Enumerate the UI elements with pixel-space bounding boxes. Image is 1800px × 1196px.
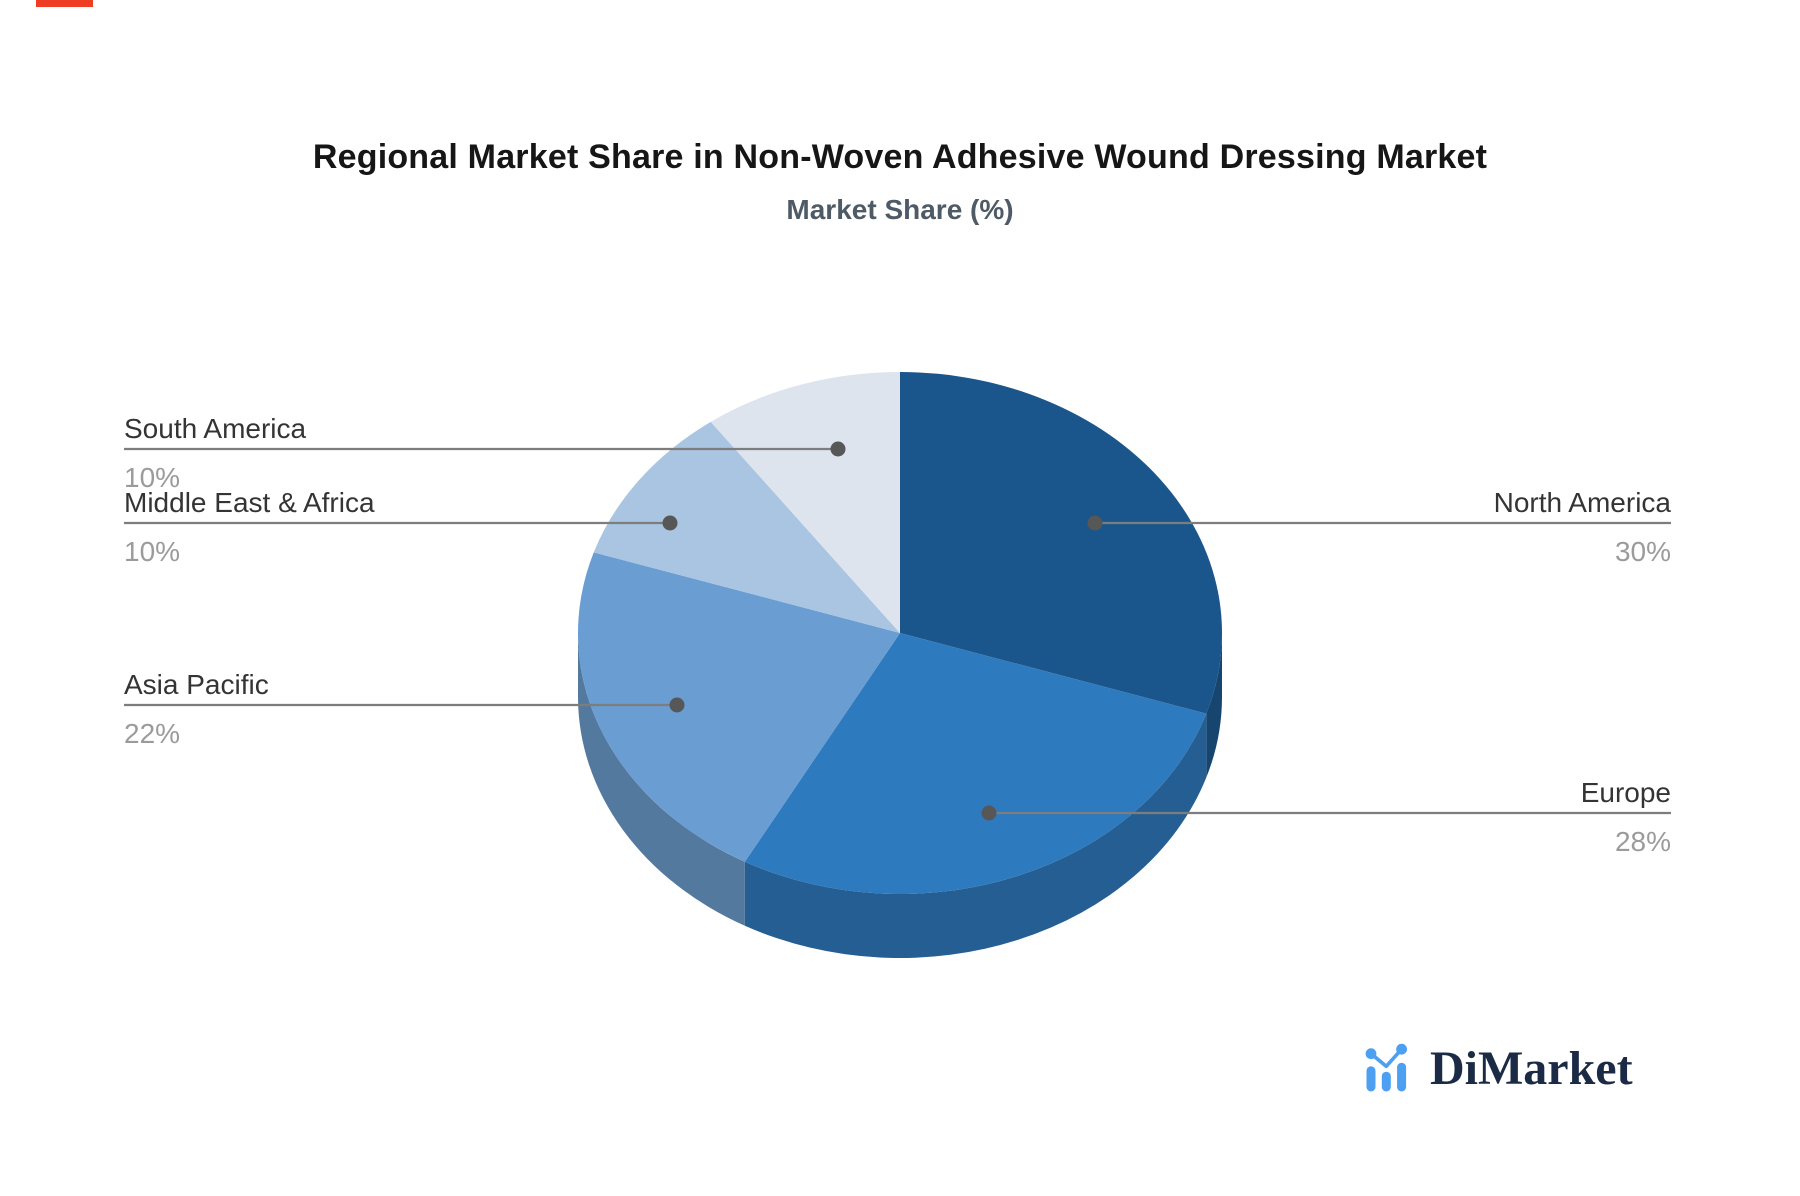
callout-middle-east-africa: Middle East & Africa 10% bbox=[124, 483, 375, 567]
slice-label-south-america: South America bbox=[124, 413, 307, 444]
leader-dot bbox=[981, 805, 997, 821]
leader-dot bbox=[669, 697, 685, 713]
slice-label-north-america: North America bbox=[1493, 487, 1671, 518]
slice-value-asia-pacific: 22% bbox=[124, 718, 181, 749]
slice-value-south-america: 10% bbox=[124, 462, 181, 493]
leader-dot bbox=[662, 515, 678, 531]
callout-north-america: North America 30% bbox=[1494, 483, 1671, 567]
pie-slice-middle-east-africa bbox=[593, 421, 900, 633]
top-left-red-marker bbox=[36, 0, 93, 7]
slice-label-asia-pacific: Asia Pacific bbox=[124, 669, 269, 700]
chart-subtitle: Market Share (%) bbox=[786, 194, 1014, 225]
pie-slice-europe bbox=[744, 633, 1207, 894]
callout-asia-pacific: Asia Pacific 22% bbox=[124, 665, 269, 749]
callout-europe: Europe 28% bbox=[1581, 773, 1671, 857]
bar-chart-trend-icon bbox=[1365, 1043, 1407, 1092]
pie-slice-side-north-america bbox=[1206, 633, 1222, 778]
brand-logo: DiMarket bbox=[1362, 1038, 1633, 1100]
pie-slice-north-america bbox=[900, 372, 1222, 714]
slice-label-middle-east-africa: Middle East & Africa bbox=[124, 487, 375, 518]
leader-dot bbox=[830, 441, 846, 457]
pie-slice-side-asia-pacific bbox=[578, 633, 745, 926]
chart-title: Regional Market Share in Non-Woven Adhes… bbox=[312, 138, 1488, 176]
brand-name: DiMarket bbox=[1430, 1042, 1633, 1095]
slice-value-europe: 28% bbox=[1614, 826, 1671, 857]
slice-value-middle-east-africa: 10% bbox=[124, 536, 181, 567]
leader-dot bbox=[1087, 515, 1103, 531]
pie-slice-south-america bbox=[710, 372, 900, 633]
callout-south-america: South America 10% bbox=[124, 409, 306, 493]
pie-slice-asia-pacific bbox=[578, 552, 900, 862]
slice-label-europe: Europe bbox=[1580, 777, 1671, 808]
slice-value-north-america: 30% bbox=[1614, 536, 1671, 567]
pie-slice-side-europe bbox=[744, 713, 1207, 958]
